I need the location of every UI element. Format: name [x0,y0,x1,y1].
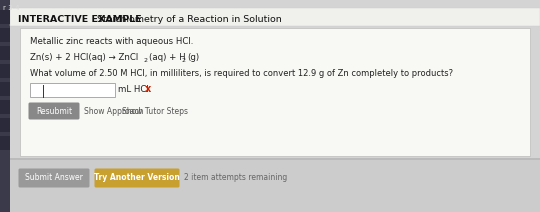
Bar [10,158,540,160]
Bar [30,83,115,97]
FancyBboxPatch shape [29,102,79,120]
Text: Submit Answer: Submit Answer [25,173,83,183]
Bar [0,100,10,114]
Text: 2: 2 [182,57,186,63]
Text: (aq) + H: (aq) + H [149,53,186,61]
FancyBboxPatch shape [18,169,90,187]
Text: What volume of 2.50 M HCl, in milliliters, is required to convert 12.9 g of Zn c: What volume of 2.50 M HCl, in milliliter… [30,68,453,78]
Bar [10,160,540,212]
Bar [0,118,10,132]
Bar [0,136,10,150]
Text: mL HCl: mL HCl [118,85,152,95]
Text: Stoichiometry of a Reaction in Solution: Stoichiometry of a Reaction in Solution [94,14,282,24]
Bar [0,0,10,212]
FancyBboxPatch shape [94,169,179,187]
Bar [20,28,530,156]
Bar [0,10,10,24]
Text: (g): (g) [187,53,199,61]
Text: Try Another Version: Try Another Version [94,173,180,183]
Text: Show Tutor Steps: Show Tutor Steps [122,106,188,116]
Text: Zn(s) + 2 HCl(aq) → ZnCl: Zn(s) + 2 HCl(aq) → ZnCl [30,53,138,61]
Text: x: x [145,84,151,94]
Bar [0,82,10,96]
Bar [0,28,10,42]
Text: r 3-4: r 3-4 [3,5,19,11]
Text: Metallic zinc reacts with aqueous HCl.: Metallic zinc reacts with aqueous HCl. [30,38,193,46]
Text: INTERACTIVE EXAMPLE: INTERACTIVE EXAMPLE [18,14,141,24]
Text: Show Approach: Show Approach [84,106,144,116]
Bar [0,46,10,60]
Text: Resubmit: Resubmit [36,106,72,116]
Bar [0,64,10,78]
Bar [10,8,540,26]
Text: 2: 2 [144,57,148,63]
Text: 2 item attempts remaining: 2 item attempts remaining [184,173,287,183]
